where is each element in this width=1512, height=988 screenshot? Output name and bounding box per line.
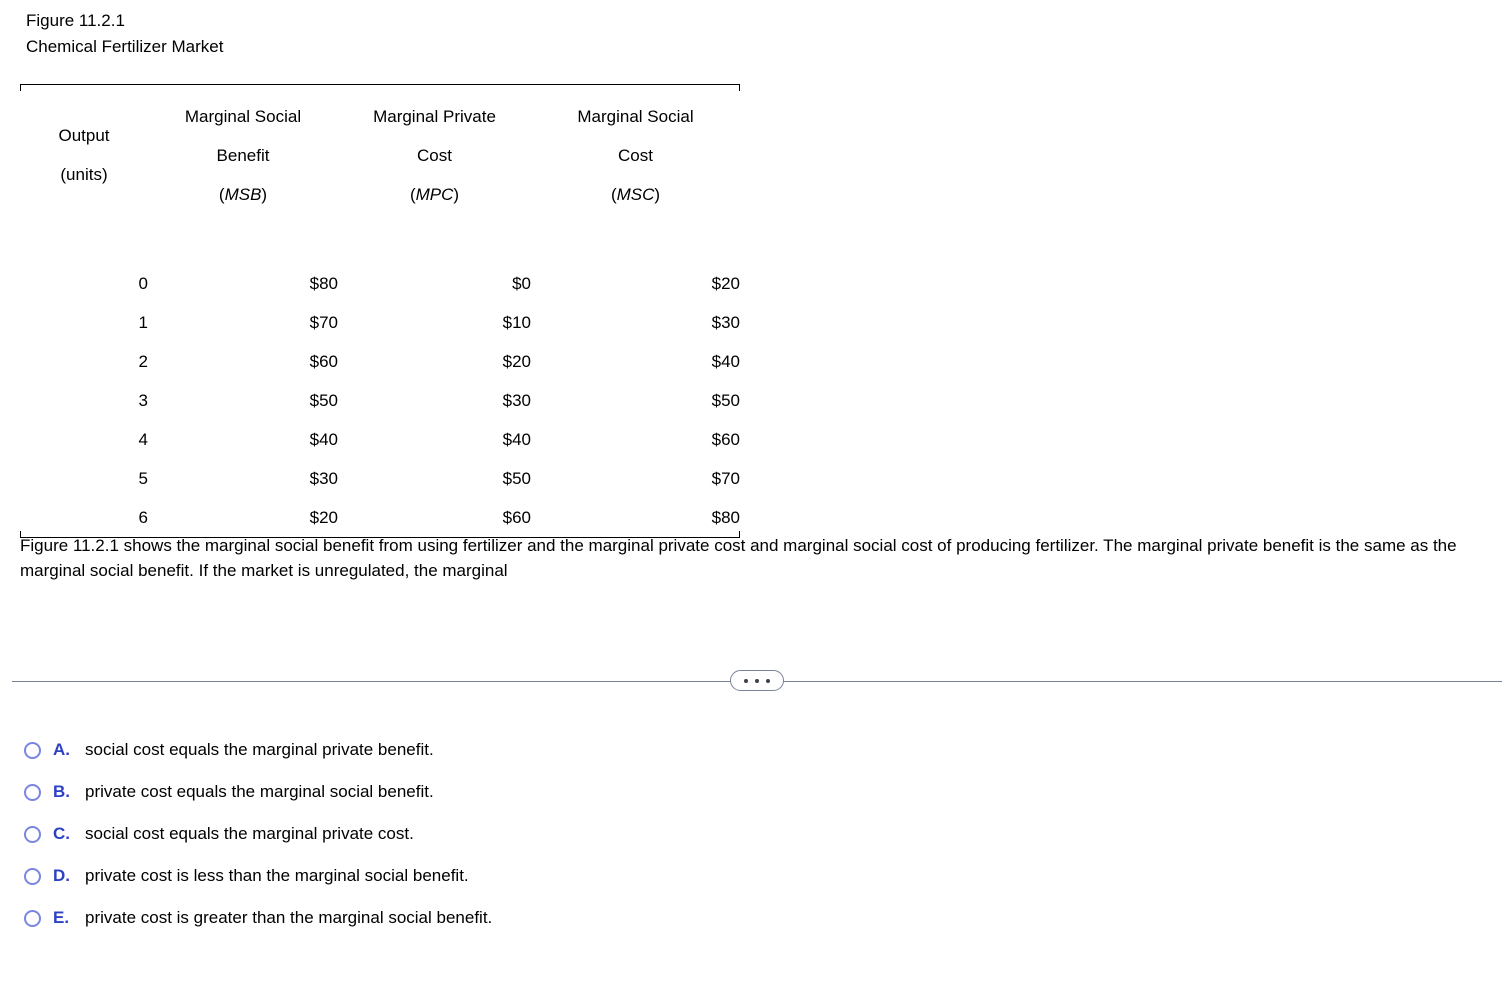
table-cell-msc: $40	[711, 352, 740, 371]
column-header-msc-abbr-text: MSC	[616, 184, 655, 204]
column-header-msb-line1: Marginal Social	[184, 106, 302, 126]
table-cell-msc: $60	[711, 430, 740, 449]
table-cell-msb: $40	[309, 430, 338, 449]
table-cell-msb: $60	[309, 352, 338, 371]
answer-option-text: social cost equals the marginal private …	[85, 824, 414, 843]
radio-button-icon[interactable]	[24, 741, 41, 759]
table-bottom-rule	[20, 531, 740, 538]
radio-button-icon[interactable]	[24, 909, 41, 927]
table-cell-mpc: $60	[502, 508, 531, 527]
table-cell-mpc: $0	[512, 274, 531, 293]
answer-option-b[interactable]: B. private cost equals the marginal socia…	[24, 771, 924, 813]
table-row: 0 $80 $0 $20	[20, 264, 740, 303]
column-header-output-line1: Output	[58, 126, 110, 145]
table-cell-msc: $70	[711, 469, 740, 488]
table-header: Output (units) Marginal Social Benefit (…	[20, 85, 740, 225]
column-header-msb: Marginal Social Benefit (MSB)	[148, 85, 338, 225]
table-cell-output: 0	[138, 274, 148, 293]
ellipsis-dot-icon	[755, 678, 759, 683]
table-row: 4 $40 $40 $60	[20, 420, 740, 459]
column-header-mpc-line2: Cost	[417, 145, 452, 165]
column-header-mpc-line1: Marginal Private	[373, 106, 496, 126]
answer-option-text: social cost equals the marginal private …	[85, 740, 434, 759]
answer-option-letter: D.	[53, 866, 70, 885]
table-cell-msb: $80	[309, 274, 338, 293]
answer-option-e[interactable]: E. private cost is greater than the margi…	[24, 897, 924, 939]
column-header-mpc: Marginal Private Cost (MPC)	[338, 85, 531, 225]
table-cell-msb: $30	[309, 469, 338, 488]
figure-table-container: Output (units) Marginal Social Benefit (…	[20, 84, 740, 538]
column-header-msc-line1: Marginal Social	[577, 106, 694, 126]
answer-option-a[interactable]: A. social cost equals the marginal privat…	[24, 729, 924, 771]
table-cell-msb: $20	[309, 508, 338, 527]
table-cell-msc: $80	[711, 508, 740, 527]
radio-button-icon[interactable]	[24, 867, 41, 885]
column-header-msc-abbr: (MSC)	[610, 184, 661, 204]
table-cell-mpc: $50	[502, 469, 531, 488]
column-header-msb-abbr-text: MSB	[224, 184, 262, 204]
column-header-mpc-abbr: (MPC)	[409, 184, 460, 204]
question-body-text: Figure 11.2.1 shows the marginal social …	[20, 536, 1457, 580]
table-cell-mpc: $10	[502, 313, 531, 332]
table-cell-output: 4	[138, 430, 148, 449]
answer-option-letter: A.	[53, 740, 70, 759]
table-row-spacer	[20, 225, 740, 264]
table-cell-output: 1	[138, 313, 148, 332]
column-header-msc: Marginal Social Cost (MSC)	[531, 85, 740, 225]
table-cell-msb: $50	[309, 391, 338, 410]
section-divider	[12, 670, 1502, 692]
table-cell-mpc: $40	[502, 430, 531, 449]
answer-option-c[interactable]: C. social cost equals the marginal privat…	[24, 813, 924, 855]
spacer-cell	[20, 225, 740, 264]
table-header-row: Output (units) Marginal Social Benefit (…	[20, 85, 740, 225]
table-cell-output: 3	[138, 391, 148, 410]
answer-option-text: private cost is greater than the margina…	[85, 908, 493, 927]
table-cell-msc: $30	[711, 313, 740, 332]
answer-option-d[interactable]: D. private cost is less than the marginal…	[24, 855, 924, 897]
answer-option-letter: E.	[53, 908, 70, 927]
table-cell-msc: $20	[711, 274, 740, 293]
table-cell-msc: $50	[711, 391, 740, 410]
column-header-msb-abbr: (MSB)	[218, 184, 268, 204]
answer-option-letter: C.	[53, 824, 70, 843]
ellipsis-dot-icon	[766, 678, 770, 683]
table-row: 6 $20 $60 $80	[20, 498, 740, 537]
table-row: 1 $70 $10 $30	[20, 303, 740, 342]
table-row: 2 $60 $20 $40	[20, 342, 740, 381]
radio-button-icon[interactable]	[24, 825, 41, 843]
answer-option-letter: B.	[53, 782, 70, 801]
column-header-output-line2: (units)	[60, 165, 108, 184]
table-cell-msb: $70	[309, 313, 338, 332]
answer-option-text: private cost equals the marginal social …	[85, 782, 434, 801]
table-top-rule	[20, 84, 740, 91]
table-row: 5 $30 $50 $70	[20, 459, 740, 498]
ellipsis-expand-button[interactable]	[730, 670, 784, 691]
column-header-mpc-abbr-text: MPC	[415, 184, 454, 204]
table-cell-output: 2	[138, 352, 148, 371]
ellipsis-dot-icon	[744, 678, 748, 683]
table-row: 3 $50 $30 $50	[20, 381, 740, 420]
column-header-output: Output (units)	[20, 85, 148, 225]
table-cell-mpc: $20	[502, 352, 531, 371]
table-cell-mpc: $30	[502, 391, 531, 410]
column-header-msb-line2: Benefit	[216, 145, 270, 165]
table-cell-output: 5	[138, 469, 148, 488]
figure-title: Figure 11.2.1 Chemical Fertilizer Market	[26, 11, 224, 56]
radio-button-icon[interactable]	[24, 783, 41, 801]
fertilizer-market-table: Output (units) Marginal Social Benefit (…	[20, 85, 740, 537]
answer-option-text: private cost is less than the marginal s…	[85, 866, 469, 885]
answer-options-list: A. social cost equals the marginal privat…	[24, 729, 924, 939]
table-body: 0 $80 $0 $20 1 $70 $10 $30 2 $60 $20 $40 3 $50 $30 $50 4…	[20, 225, 740, 537]
table-cell-output: 6	[138, 508, 148, 527]
column-header-msc-line2: Cost	[618, 145, 653, 165]
